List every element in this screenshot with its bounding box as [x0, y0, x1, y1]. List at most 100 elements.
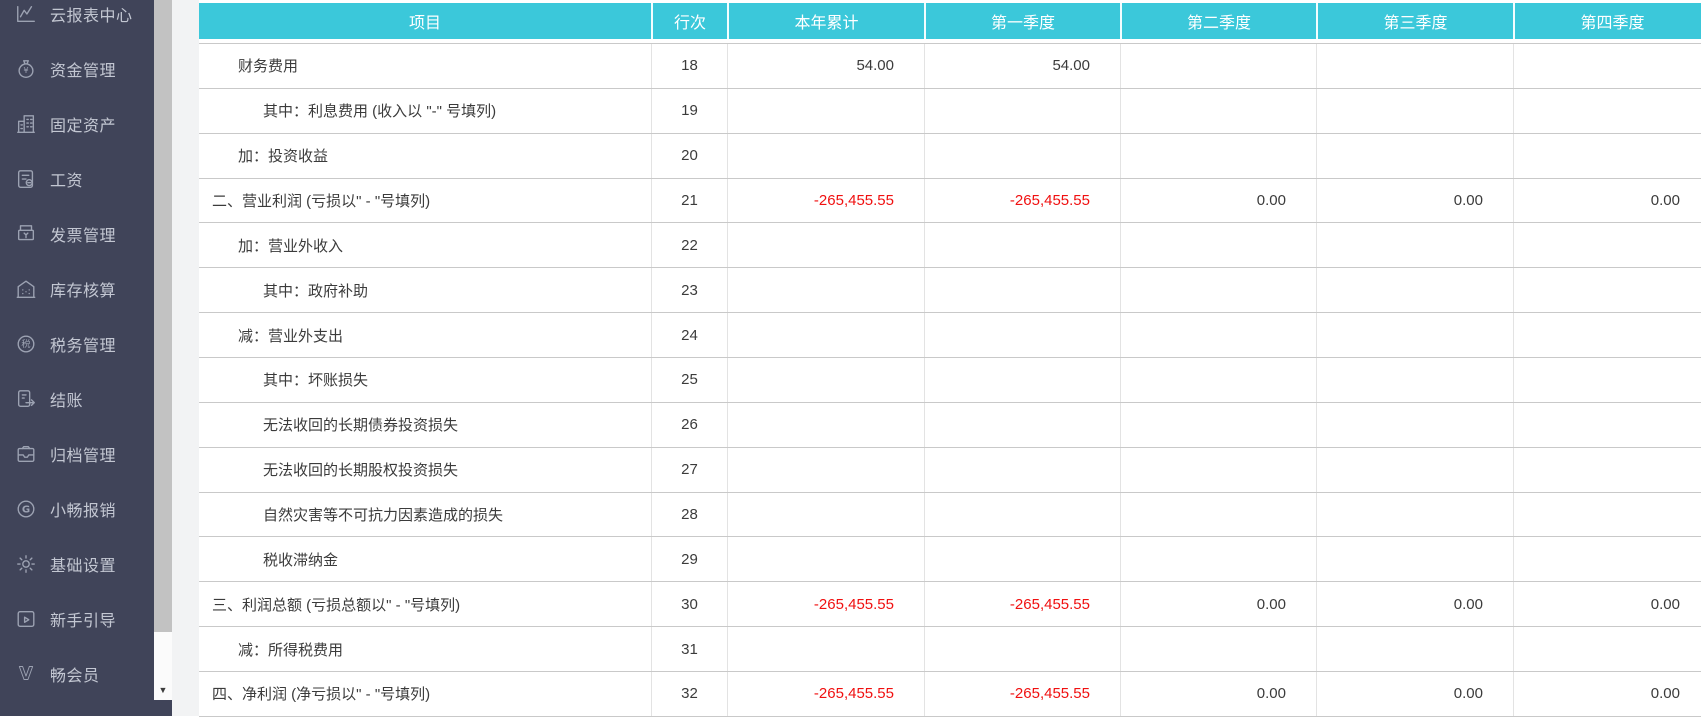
- cell-q4: [1513, 627, 1701, 672]
- sidebar-item-funds-management[interactable]: ¥ 资金管理: [0, 41, 172, 96]
- cell-ytd: [727, 447, 924, 492]
- cell-ytd: [727, 402, 924, 447]
- member-v-icon: V: [15, 663, 37, 685]
- cell-line-no: 18: [651, 44, 727, 88]
- cell-q4: 0.00: [1513, 672, 1701, 716]
- table-row: 三、利润总额 (亏损总额以" - "号填列) 30 -265,455.55 -265,…: [199, 582, 1701, 628]
- sidebar-item-archive-management[interactable]: 归档管理: [0, 426, 172, 481]
- table-row: 四、净利润 (净亏损以" - "号填列) 32 -265,455.55 -265,45…: [199, 672, 1701, 717]
- cell-q2: [1120, 358, 1316, 402]
- sidebar-item-label: 归档管理: [50, 447, 117, 465]
- cell-q4: [1513, 268, 1701, 313]
- sidebar-item-label: 固定资产: [50, 117, 117, 135]
- g-logo-icon: G: [15, 498, 37, 520]
- column-header-q4: 第四季度: [1513, 3, 1701, 39]
- cell-q4: [1513, 447, 1701, 492]
- cell-item: 其中：利息费用 (收入以 "-" 号填列): [263, 103, 497, 121]
- cell-item: 其中：政府补助: [263, 282, 369, 300]
- building-icon: [15, 113, 37, 135]
- cell-q2: [1120, 447, 1316, 492]
- cell-q3: [1316, 447, 1513, 492]
- column-header-line: 行次: [651, 3, 727, 39]
- sidebar-item-closing[interactable]: 结账: [0, 371, 172, 426]
- cell-q3: [1316, 44, 1513, 88]
- cell-q1: -265,455.55: [924, 178, 1120, 223]
- cell-line-no: 27: [651, 447, 727, 492]
- cell-item: 四、净利润 (净亏损以" - "号填列): [212, 686, 431, 704]
- cell-q2: [1120, 88, 1316, 133]
- cell-q2: [1120, 627, 1316, 672]
- table-row: 其中：利息费用 (收入以 "-" 号填列) 19: [199, 88, 1701, 134]
- sidebar-item-basic-settings[interactable]: 基础设置: [0, 536, 172, 591]
- sidebar-item-fixed-assets[interactable]: 固定资产: [0, 96, 172, 151]
- cell-q1: [924, 133, 1120, 178]
- sidebar-item-label: 库存核算: [50, 282, 117, 300]
- cell-q3: [1316, 313, 1513, 358]
- sidebar-item-inventory-accounting[interactable]: 库存核算: [0, 261, 172, 316]
- cell-q3: [1316, 223, 1513, 268]
- sidebar-item-label: 发票管理: [50, 227, 117, 245]
- cell-q2: 0.00: [1120, 672, 1316, 716]
- cell-item: 无法收回的长期股权投资损失: [263, 462, 459, 480]
- cell-ytd: [727, 88, 924, 133]
- cell-q3: [1316, 133, 1513, 178]
- cell-q4: 0.00: [1513, 178, 1701, 223]
- cell-item: 加：投资收益: [238, 148, 329, 166]
- sidebar-item-xiaochang-expense[interactable]: G 小畅报销: [0, 481, 172, 536]
- table-row: 自然灾害等不可抗力因素造成的损失 28: [199, 492, 1701, 538]
- sidebar-item-payroll[interactable]: 工资: [0, 151, 172, 206]
- cell-q3: [1316, 537, 1513, 582]
- cell-q1: -265,455.55: [924, 582, 1120, 627]
- table-row: 财务费用 18 54.00 54.00: [199, 44, 1701, 89]
- cell-q2: [1120, 492, 1316, 537]
- cell-q1: [924, 88, 1120, 133]
- cell-q1: [924, 313, 1120, 358]
- sidebar-item-cloud-report-center[interactable]: 云报表中心: [0, 0, 172, 41]
- cell-q2: [1120, 268, 1316, 313]
- sidebar-item-label: 结账: [50, 392, 84, 410]
- sidebar-item-beginner-guide[interactable]: 新手引导: [0, 591, 172, 646]
- cell-ytd: -265,455.55: [727, 672, 924, 716]
- cell-item: 减：所得税费用: [238, 641, 344, 659]
- scrollbar-thumb[interactable]: [154, 0, 172, 632]
- cell-ytd: [727, 223, 924, 268]
- cell-ytd: 54.00: [727, 44, 924, 88]
- profit-statement-table: 项目 行次 本年累计 第一季度 第二季度 第三季度 第四季度 财务费用 18 54.00 54.0…: [199, 0, 1701, 717]
- scroll-down-icon[interactable]: ▼: [158, 685, 168, 695]
- cell-line-no: 32: [651, 672, 727, 716]
- cell-q2: 0.00: [1120, 582, 1316, 627]
- sidebar-item-tax-management[interactable]: 税 税务管理: [0, 316, 172, 371]
- cell-line-no: 30: [651, 582, 727, 627]
- cell-q3: [1316, 358, 1513, 402]
- cell-item: 减：营业外支出: [238, 327, 344, 345]
- cell-line-no: 23: [651, 268, 727, 313]
- cell-item: 自然灾害等不可抗力因素造成的损失: [263, 507, 504, 525]
- sidebar-item-label: 基础设置: [50, 557, 117, 575]
- cell-q1: [924, 268, 1120, 313]
- sidebar-item-chang-member[interactable]: V 畅会员: [0, 646, 172, 701]
- cell-item: 加：营业外收入: [238, 237, 344, 255]
- cell-q1: [924, 537, 1120, 582]
- cell-line-no: 19: [651, 88, 727, 133]
- sidebar-item-invoice-management[interactable]: 发票管理: [0, 206, 172, 261]
- cell-line-no: 24: [651, 313, 727, 358]
- payroll-icon: [15, 168, 37, 190]
- sidebar-item-label: 税务管理: [50, 337, 117, 355]
- cell-q2: [1120, 223, 1316, 268]
- cell-q1: [924, 358, 1120, 402]
- cell-item: 税收滞纳金: [263, 551, 339, 569]
- cell-line-no: 25: [651, 358, 727, 402]
- svg-text:¥: ¥: [23, 65, 28, 75]
- archive-icon: [15, 443, 37, 465]
- table-header-row: 项目 行次 本年累计 第一季度 第二季度 第三季度 第四季度: [199, 3, 1701, 39]
- table-row: 其中：坏账损失 25: [199, 358, 1701, 403]
- sidebar-scrollbar[interactable]: ▼: [154, 0, 172, 700]
- table-row: 减：所得税费用 31: [199, 627, 1701, 673]
- cell-q4: 0.00: [1513, 582, 1701, 627]
- table-row: 其中：政府补助 23: [199, 268, 1701, 314]
- cell-q1: [924, 402, 1120, 447]
- cell-item: 三、利润总额 (亏损总额以" - "号填列): [212, 596, 461, 614]
- table-row: 二、营业利润 (亏损以" - "号填列) 21 -265,455.55 -265,45…: [199, 178, 1701, 224]
- cell-q1: [924, 447, 1120, 492]
- cell-q2: [1120, 313, 1316, 358]
